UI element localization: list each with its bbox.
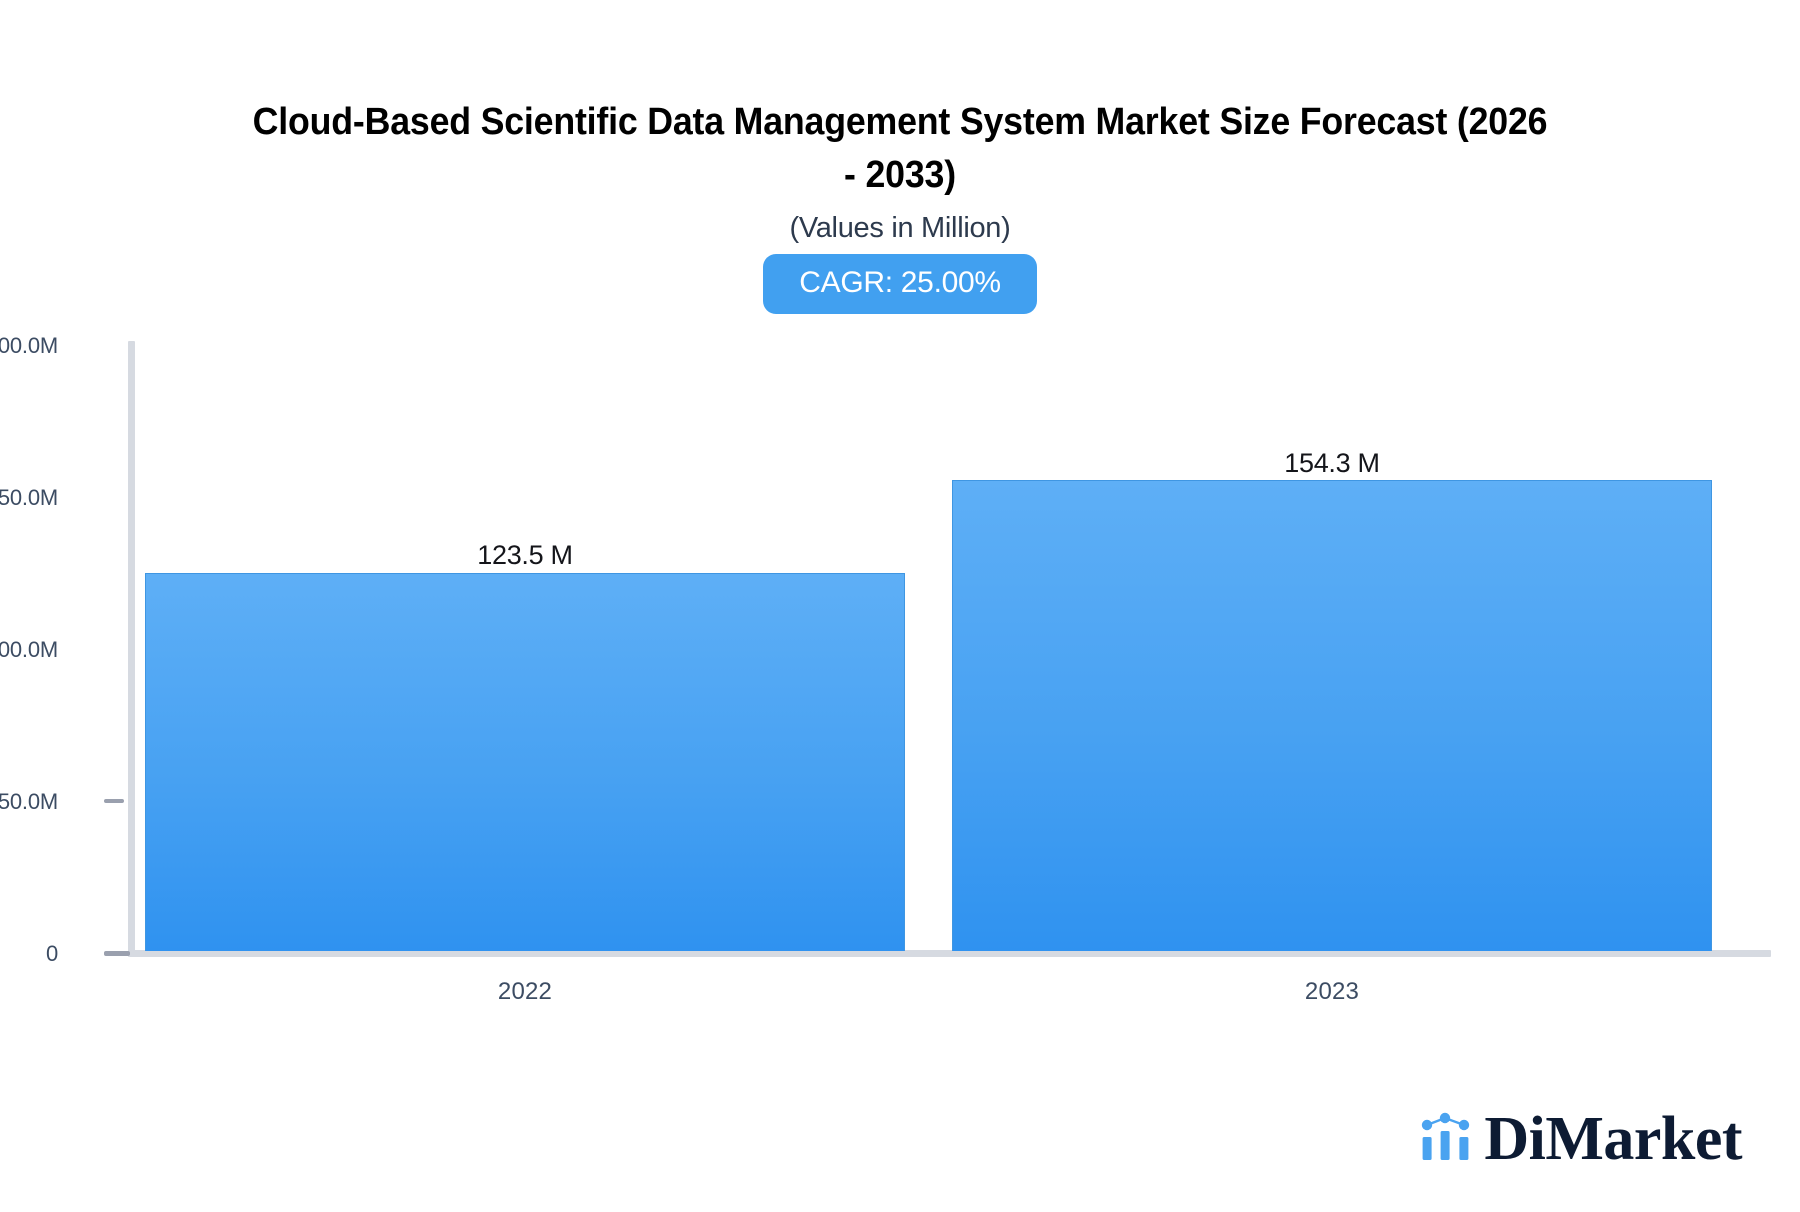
cagr-badge-container: CAGR: 25.00% (0, 254, 1800, 314)
bar-chart-icon (1420, 1111, 1472, 1168)
x-axis-tick-label-2023: 2023 (1304, 978, 1360, 1005)
bar-2023 (952, 480, 1712, 951)
x-axis-tick-label-2022: 2022 (497, 978, 553, 1005)
status-badge: CAGR: 25.00% (763, 254, 1037, 314)
y-axis-tick-label: 200.0M (0, 333, 58, 358)
chart-header: Cloud-Based Scientific Data Management S… (0, 0, 1800, 314)
x-axis-line (128, 950, 1771, 957)
page-title: Cloud-Based Scientific Data Management S… (252, 101, 1548, 196)
y-axis-tick-label: 150.0M (0, 485, 58, 510)
y-axis-tick-label: 0 (45, 941, 58, 966)
y-axis-line (128, 341, 135, 956)
y-axis-tick-mark (104, 951, 130, 956)
chart-subtitle: (Values in Million) (789, 212, 1011, 244)
brand-name: DiMarket (1484, 1105, 1742, 1173)
bar-value-label-2022: 123.5 M (477, 540, 573, 570)
y-axis-tick-label: 50.0M (0, 789, 58, 814)
bar-2022 (145, 573, 905, 951)
y-axis-tick-mark (104, 799, 124, 803)
y-axis-tick-label: 100.0M (0, 637, 58, 662)
bar-value-label-2023: 154.3 M (1284, 448, 1380, 478)
brand-logo: DiMarket (1420, 1108, 1742, 1170)
